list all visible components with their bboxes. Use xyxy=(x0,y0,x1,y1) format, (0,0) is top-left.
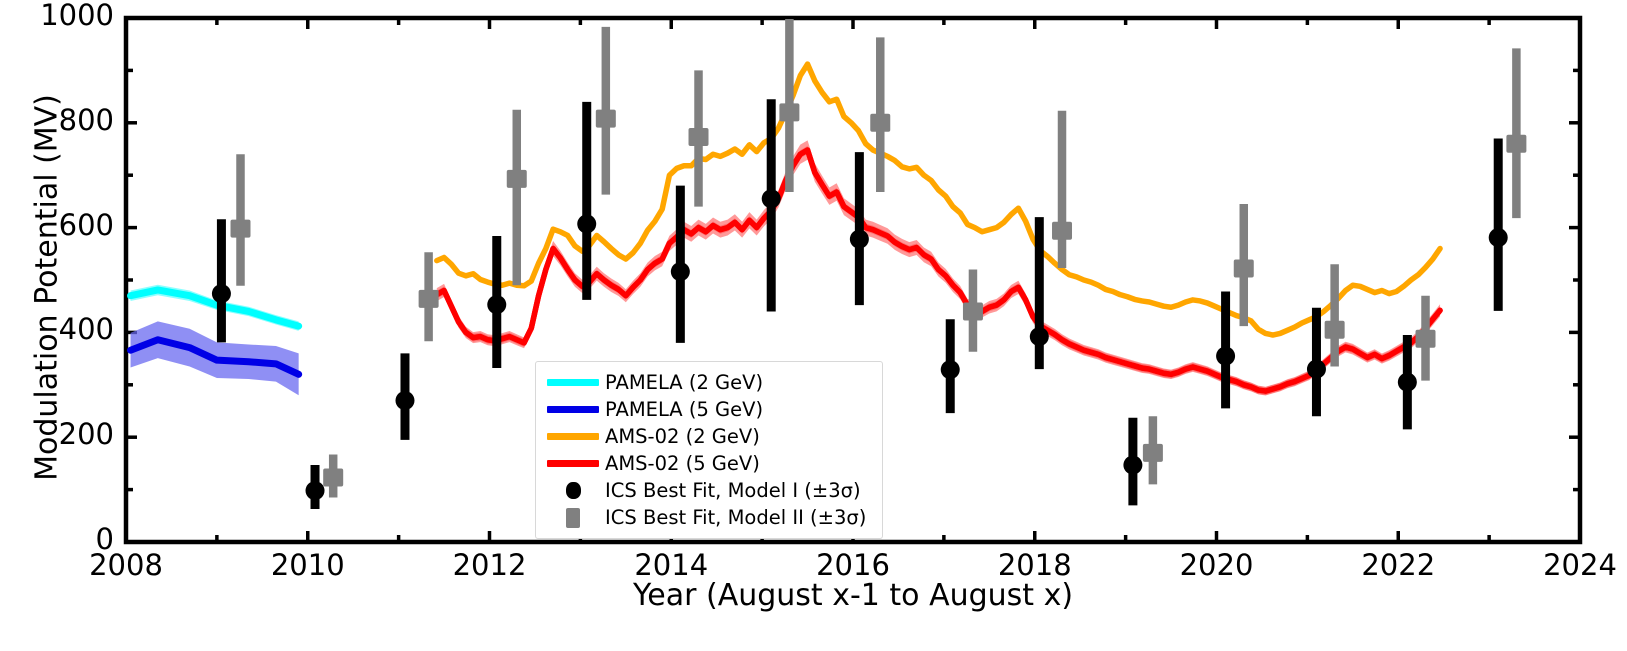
legend-line-icon xyxy=(547,433,599,440)
x-tick-label: 2016 xyxy=(816,548,890,582)
data-point-model-ii xyxy=(323,468,344,487)
data-point-model-i xyxy=(487,295,507,315)
x-axis-label: Year (August x-1 to August x) xyxy=(632,578,1074,613)
data-point-model-ii xyxy=(688,127,709,146)
legend-label: PAMELA (2 GeV) xyxy=(605,371,764,394)
data-point-model-ii xyxy=(506,169,527,188)
y-tick-label: 1000 xyxy=(40,0,114,32)
legend-circle-icon xyxy=(565,482,581,499)
series-line-top xyxy=(434,147,1443,394)
data-point-model-i xyxy=(761,189,781,209)
y-tick-label: 800 xyxy=(58,102,114,137)
data-point-model-i xyxy=(395,391,415,411)
data-point-model-i xyxy=(211,284,231,304)
data-point-model-i xyxy=(1123,455,1143,475)
data-point-model-i xyxy=(940,360,960,380)
data-point-model-ii xyxy=(1415,329,1436,348)
x-tick-label: 2022 xyxy=(1361,548,1436,582)
x-tick-label: 2012 xyxy=(452,548,527,582)
legend-item[interactable]: ICS Best Fit, Model I (±3σ) xyxy=(545,477,873,504)
x-tick-label: 2018 xyxy=(997,548,1072,582)
data-point-model-ii xyxy=(1506,134,1527,153)
legend-line-icon xyxy=(547,406,599,413)
data-point-model-i xyxy=(1306,359,1326,379)
y-tick-label: 200 xyxy=(58,417,114,452)
chart-legend: PAMELA (2 GeV) PAMELA (5 GeV) AMS-02 (2 Ge… xyxy=(535,361,883,539)
legend-item[interactable]: PAMELA (5 GeV) xyxy=(545,396,873,423)
legend-line-icon xyxy=(547,379,599,386)
y-tick-label: 600 xyxy=(58,207,114,242)
legend-swatch-square-icon xyxy=(545,507,601,528)
legend-label: AMS-02 (5 GeV) xyxy=(605,452,760,475)
legend-item[interactable]: ICS Best Fit, Model II (±3σ) xyxy=(545,504,873,531)
data-point-model-ii xyxy=(779,103,800,122)
legend-swatch-line-icon xyxy=(545,433,601,440)
data-point-model-i xyxy=(1488,228,1508,248)
data-point-model-ii xyxy=(870,113,891,132)
x-tick-label: 2014 xyxy=(634,548,709,582)
x-tick-label: 2020 xyxy=(1179,548,1254,582)
legend-line-icon xyxy=(547,460,599,467)
data-point-model-i xyxy=(1397,372,1417,392)
legend-label: AMS-02 (2 GeV) xyxy=(605,425,760,448)
series-line xyxy=(127,336,303,378)
x-tick-label: 2008 xyxy=(89,548,163,582)
data-point-model-ii xyxy=(1052,221,1073,240)
legend-square-icon xyxy=(566,507,580,528)
data-point-model-ii xyxy=(1233,259,1254,278)
legend-item[interactable]: PAMELA (2 GeV) xyxy=(545,369,873,396)
data-point-model-i xyxy=(849,229,869,249)
data-point-model-i xyxy=(305,481,325,501)
x-tick-label: 2010 xyxy=(270,548,345,582)
series-line xyxy=(127,286,303,330)
data-point-model-ii xyxy=(595,109,616,128)
x-tick-label: 2024 xyxy=(1543,548,1617,582)
legend-label: ICS Best Fit, Model II (±3σ) xyxy=(605,506,867,529)
y-tick-label: 0 xyxy=(95,522,114,556)
data-point-model-i xyxy=(577,214,597,234)
data-point-model-ii xyxy=(418,289,439,308)
legend-swatch-line-icon xyxy=(545,379,601,386)
legend-swatch-line-icon xyxy=(545,460,601,467)
data-point-model-ii xyxy=(1324,320,1345,339)
data-point-model-ii xyxy=(1142,443,1163,462)
data-point-model-ii xyxy=(962,302,983,321)
legend-label: PAMELA (5 GeV) xyxy=(605,398,764,421)
data-point-model-i xyxy=(670,262,690,282)
data-point-model-i xyxy=(1216,346,1236,366)
legend-item[interactable]: AMS-02 (2 GeV) xyxy=(545,423,873,450)
legend-label: ICS Best Fit, Model I (±3σ) xyxy=(605,479,861,502)
data-point-model-i xyxy=(1029,327,1049,347)
series-line xyxy=(434,61,1443,338)
data-point-model-ii xyxy=(230,219,251,238)
legend-swatch-line-icon xyxy=(545,406,601,413)
y-tick-label: 400 xyxy=(58,312,114,347)
legend-item[interactable]: AMS-02 (5 GeV) xyxy=(545,450,873,477)
legend-swatch-circle-icon xyxy=(545,482,601,499)
